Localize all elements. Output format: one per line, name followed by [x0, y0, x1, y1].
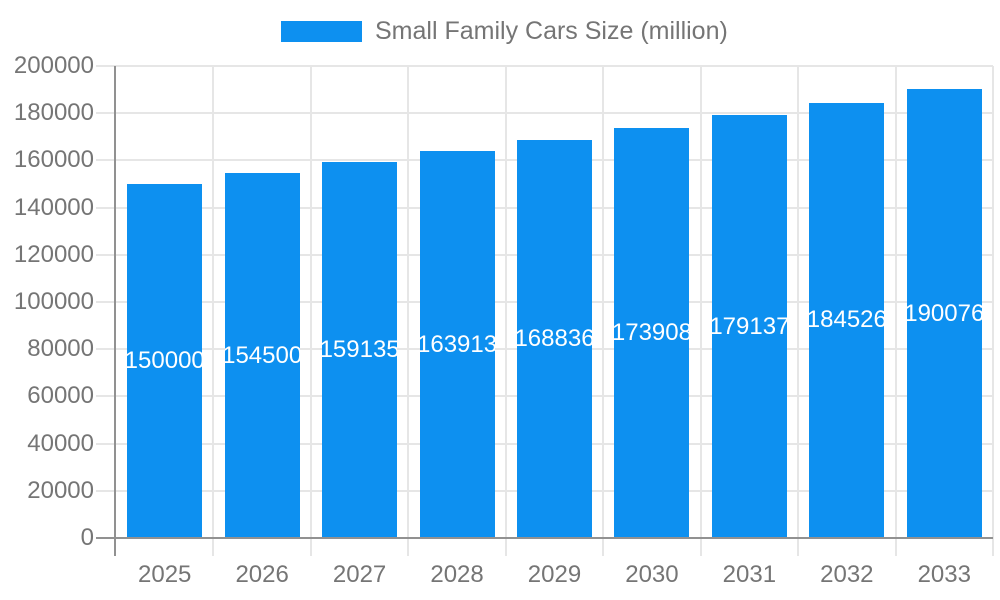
bar-value-label: 159135	[322, 336, 398, 364]
y-axis-tick-label: 80000	[27, 335, 94, 363]
x-tick	[212, 538, 215, 556]
x-axis-tick-label: 2031	[722, 561, 777, 588]
y-tick	[96, 489, 116, 492]
h-gridline	[116, 112, 993, 115]
x-axis-tick-label: 2029	[527, 561, 582, 588]
y-tick	[96, 65, 116, 67]
x-axis-tick-label: 2032	[820, 561, 874, 588]
x-axis-tick-label: 2025	[138, 561, 192, 588]
y-axis-line	[114, 66, 116, 556]
bar-value-label: 168836	[517, 324, 592, 352]
v-gridline	[407, 66, 410, 538]
bar-value-label: 173908	[614, 318, 690, 346]
y-axis-tick-label: 40000	[27, 429, 94, 457]
x-tick	[407, 538, 410, 556]
v-gridline	[212, 66, 215, 538]
y-tick	[96, 395, 116, 398]
y-tick	[96, 206, 116, 209]
v-gridline	[894, 66, 897, 538]
x-tick	[992, 538, 994, 556]
bar-value-label: 163913	[419, 330, 495, 358]
y-tick	[96, 348, 116, 351]
y-axis-tick-label: 140000	[13, 193, 94, 221]
bar[interactable]: 168836	[517, 139, 592, 538]
h-gridline	[116, 65, 993, 67]
y-tick	[96, 442, 116, 445]
v-gridline	[992, 66, 994, 538]
y-axis-tick-label: 60000	[27, 382, 94, 410]
bar[interactable]: 179137	[711, 115, 787, 538]
y-axis-tick-label: 100000	[13, 288, 94, 315]
legend-color-swatch	[281, 21, 362, 42]
v-gridline	[309, 66, 312, 538]
x-axis-tick-label: 2026	[235, 561, 289, 588]
bar[interactable]: 190076	[906, 89, 982, 538]
v-gridline	[602, 66, 605, 538]
bar-value-label: 179137	[711, 312, 787, 340]
bar[interactable]: 163913	[419, 151, 495, 538]
bar[interactable]: 159135	[322, 162, 398, 538]
y-tick	[96, 301, 116, 303]
bar-value-label: 154500	[224, 341, 300, 369]
x-tick	[699, 538, 702, 556]
legend-item[interactable]: Small Family Cars Size (million)	[281, 17, 728, 46]
bar[interactable]: 184526	[809, 102, 885, 538]
y-axis-tick-label: 180000	[13, 99, 94, 127]
x-tick	[797, 538, 800, 556]
x-axis-tick-label: 2033	[917, 561, 971, 588]
y-axis-tick-label: 120000	[13, 240, 94, 268]
x-axis-tick-label: 2028	[430, 561, 484, 588]
y-axis-tick-label: 160000	[13, 146, 94, 174]
y-tick	[96, 253, 116, 256]
x-axis-tick-label: 2030	[625, 561, 679, 588]
bar-value-label: 150000	[127, 347, 203, 374]
bar[interactable]: 150000	[127, 184, 203, 538]
x-axis-tick-label: 2027	[332, 561, 387, 588]
y-tick	[96, 112, 116, 115]
v-gridline	[797, 66, 800, 538]
bar-value-label: 184526	[809, 306, 885, 334]
y-axis-tick-label: 20000	[27, 476, 94, 504]
x-tick	[504, 538, 507, 556]
y-tick	[96, 159, 116, 162]
bar[interactable]: 173908	[614, 127, 690, 538]
x-axis-line	[96, 537, 993, 539]
y-axis-tick-label: 0	[80, 524, 94, 551]
x-tick	[309, 538, 312, 556]
bar[interactable]: 154500	[224, 173, 300, 538]
bar-value-label: 190076	[906, 299, 982, 327]
legend-label: Small Family Cars Size (million)	[375, 17, 728, 45]
x-tick	[602, 538, 605, 556]
x-tick	[894, 538, 897, 556]
v-gridline	[504, 66, 507, 538]
v-gridline	[699, 66, 702, 538]
y-axis-tick-label: 200000	[13, 52, 94, 79]
